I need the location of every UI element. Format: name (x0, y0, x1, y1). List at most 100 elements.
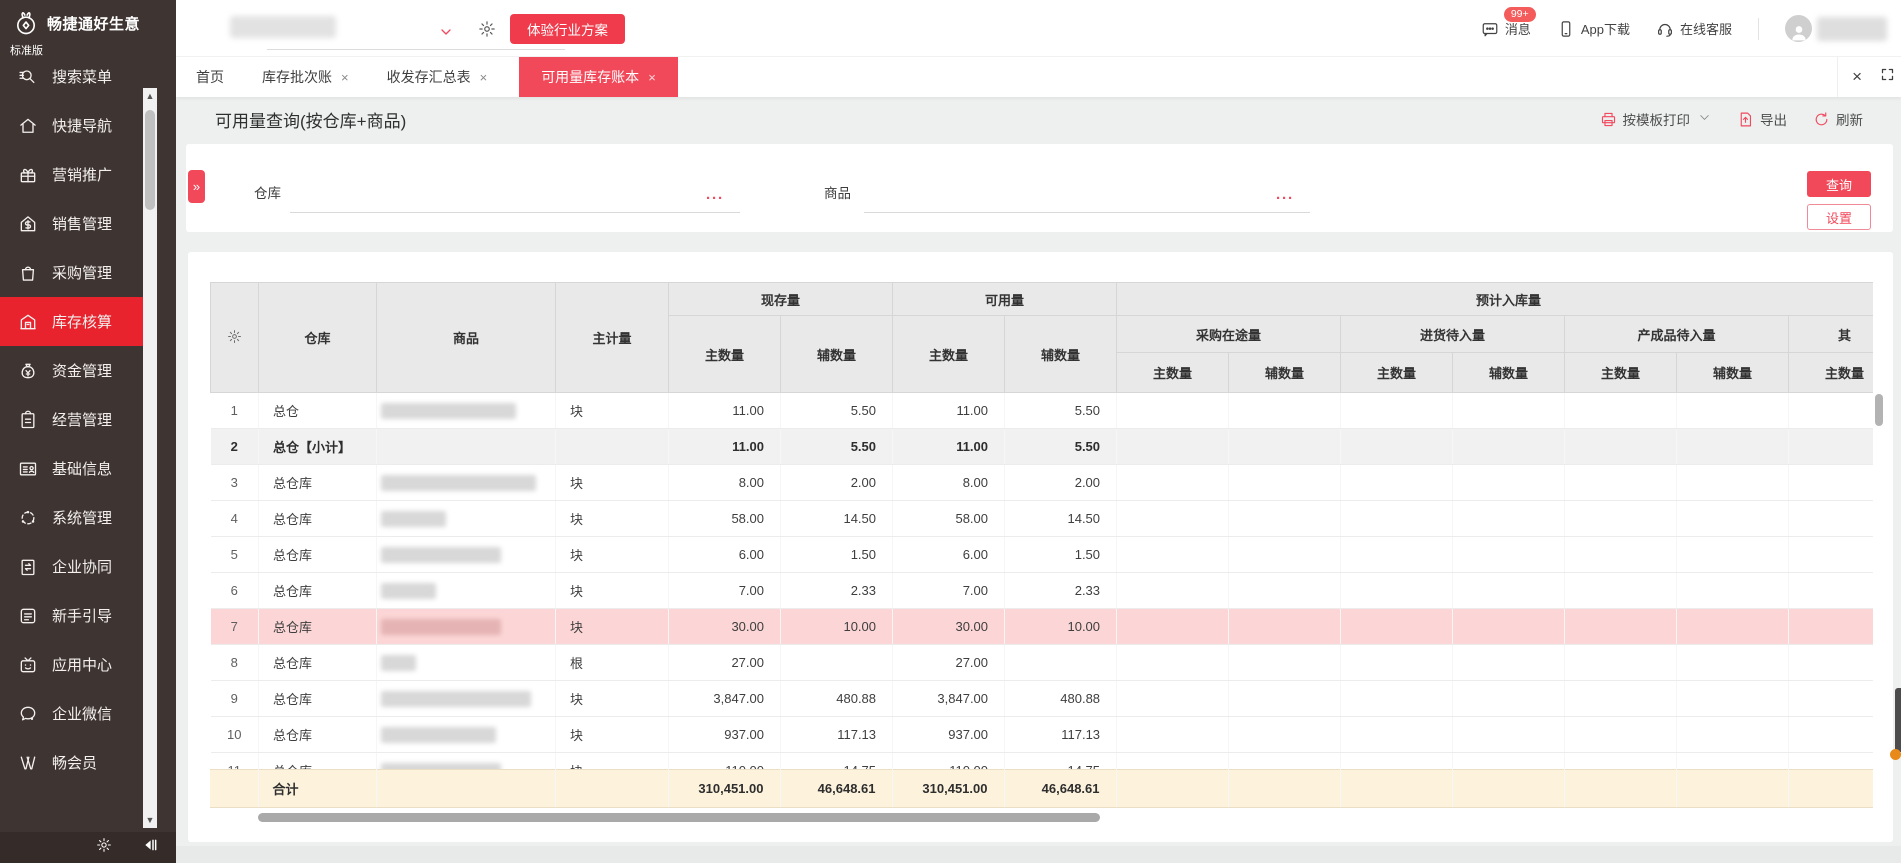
sidebar-item-wechat[interactable]: 企业微信 (0, 689, 145, 738)
cell-value (1116, 464, 1230, 501)
cell-value: 480.88 (780, 680, 894, 717)
col-header-leaf[interactable]: 主数量 (1788, 352, 1873, 393)
fullscreen-icon[interactable] (1880, 67, 1895, 87)
table-row[interactable]: 9 总仓库块 3,847.00 480.88 3,847.00 480.88 (210, 680, 1873, 717)
sidebar-item-label: 企业协同 (52, 559, 113, 576)
col-header-leaf[interactable]: 主数量 (892, 315, 1006, 393)
cell-value (1228, 644, 1342, 681)
total-value (1340, 769, 1453, 808)
sidebar-item-member[interactable]: 畅会员 (0, 738, 145, 787)
col-header-leaf[interactable]: 辅数量 (1228, 352, 1342, 393)
expand-filters-flag[interactable]: » (188, 170, 205, 203)
sidebar-item-search[interactable]: 搜索菜单 (0, 52, 145, 101)
refresh-button[interactable]: 刷新 (1813, 109, 1863, 129)
cell-value (1788, 572, 1873, 609)
total-row: 合计 310,451.00 46,648.61 310,451.00 46,648.61 (210, 769, 1873, 808)
sidebar-item-guide[interactable]: 新手引导 (0, 591, 145, 640)
table-row[interactable]: 3 总仓库块 8.00 2.00 8.00 2.00 (210, 464, 1873, 501)
sidebar-item-clipboard[interactable]: 经营管理 (0, 395, 145, 444)
scroll-up-icon[interactable]: ▲ (145, 91, 155, 101)
cell-value: 30.00 (668, 608, 781, 645)
close-tab-icon[interactable]: × (479, 69, 488, 85)
sidebar-item-gift[interactable]: 营销推广 (0, 150, 145, 199)
close-icon[interactable]: × (1852, 67, 1862, 86)
cell-value (1452, 500, 1566, 537)
col-subgroup-1: 进货待入量 (1340, 315, 1566, 353)
table-row[interactable]: 5 总仓库块 6.00 1.50 6.00 1.50 (210, 536, 1873, 573)
col-header-leaf[interactable]: 主数量 (668, 315, 781, 393)
total-value: 310,451.00 (892, 769, 1005, 808)
cell-value (1340, 644, 1454, 681)
scroll-down-icon[interactable]: ▼ (145, 815, 155, 825)
sidebar-scrollbar[interactable]: ▲ ▼ (143, 88, 157, 828)
gear-icon[interactable] (478, 20, 496, 43)
sidebar-item-sales[interactable]: 销售管理 (0, 199, 145, 248)
col-header-static-0[interactable]: 仓库 (258, 282, 377, 393)
warehouse-picker-ellipsis[interactable]: ··· (706, 190, 724, 207)
chevron-down-icon[interactable] (1696, 111, 1711, 127)
tab-3[interactable]: 收发存汇总表 × (381, 57, 494, 97)
print-by-template-button[interactable]: 按模板打印 (1600, 109, 1712, 129)
horizontal-scroll-thumb[interactable] (258, 813, 1100, 822)
sidebar-item-money[interactable]: 资金管理 (0, 346, 145, 395)
sidebar-item-home[interactable]: 快捷导航 (0, 101, 145, 150)
chevron-down-icon[interactable] (438, 24, 454, 45)
col-header-leaf[interactable]: 辅数量 (1004, 315, 1118, 393)
col-header-leaf[interactable]: 主数量 (1564, 352, 1678, 393)
settings-button[interactable]: 设置 (1807, 204, 1871, 230)
table-row[interactable]: 8 总仓库根 27.00 27.00 (210, 644, 1873, 681)
table-row[interactable]: 2 总仓【小计】 11.00 5.50 11.00 5.50 (210, 428, 1873, 465)
settings-gear-icon[interactable] (96, 837, 112, 858)
sidebar-item-bag[interactable]: 采购管理 (0, 248, 145, 297)
tab-4[interactable]: 可用量库存账本 × (519, 57, 678, 97)
col-header-leaf[interactable]: 主数量 (1116, 352, 1230, 393)
tab-2[interactable]: 库存批次账 × (256, 57, 355, 97)
table-row[interactable]: 10 总仓库块 937.00 117.13 937.00 117.13 (210, 716, 1873, 753)
table-row[interactable]: 7 总仓库块 30.00 10.00 30.00 10.00 (210, 608, 1873, 645)
feedback-handle[interactable] (1890, 688, 1901, 760)
user-account[interactable] (1785, 15, 1887, 42)
col-header-leaf[interactable]: 辅数量 (1676, 352, 1790, 393)
col-header-leaf[interactable]: 主数量 (1340, 352, 1454, 393)
cell-unit: 块 (555, 716, 669, 753)
col-group-1: 可用量 (892, 282, 1118, 316)
sidebar-item-appcenter[interactable]: 应用中心 (0, 640, 145, 689)
table-row[interactable]: 4 总仓库块 58.00 14.50 58.00 14.50 (210, 500, 1873, 537)
col-header-leaf[interactable]: 辅数量 (1452, 352, 1566, 393)
app-download-button[interactable]: App下载 (1557, 19, 1630, 38)
sidebar-item-idcard[interactable]: 基础信息 (0, 444, 145, 493)
column-settings-gear-icon[interactable] (210, 282, 259, 393)
cell-value: 27.00 (892, 644, 1006, 681)
cell-seq: 3 (210, 464, 259, 501)
sidebar-item-collab[interactable]: 企业协同 (0, 542, 145, 591)
total-value: 310,451.00 (668, 769, 781, 808)
cell-value: 7.00 (892, 572, 1006, 609)
col-header-static-1[interactable]: 商品 (376, 282, 556, 393)
col-header-leaf[interactable]: 辅数量 (779, 315, 894, 393)
org-name-redacted[interactable] (230, 16, 336, 38)
sidebar-item-warehouse[interactable]: 库存核算 (0, 297, 157, 346)
vertical-scroll-thumb[interactable] (1875, 394, 1883, 426)
close-tab-icon[interactable]: × (341, 69, 349, 85)
warehouse-filter-input[interactable] (290, 212, 740, 213)
sidebar-item-system[interactable]: 系统管理 (0, 493, 145, 542)
guide-icon (20, 608, 36, 623)
col-header-static-2[interactable]: 主计量 (555, 282, 669, 393)
table-row[interactable]: 1 总仓块 11.00 5.50 11.00 5.50 (210, 392, 1873, 429)
export-button[interactable]: 导出 (1737, 109, 1787, 129)
product-name-redacted (381, 582, 436, 599)
sidebar-scroll-thumb[interactable] (145, 110, 155, 210)
query-button[interactable]: 查询 (1807, 171, 1871, 197)
messages-button[interactable]: 消息 99+ (1481, 6, 1537, 38)
cell-value (1676, 500, 1790, 537)
product-picker-ellipsis[interactable]: ··· (1276, 190, 1294, 207)
close-tab-icon[interactable]: × (648, 69, 656, 85)
total-value (1228, 769, 1341, 808)
online-service-button[interactable]: 在线客服 (1656, 19, 1732, 38)
table-row[interactable]: 6 总仓库块 7.00 2.33 7.00 2.33 (210, 572, 1873, 609)
product-filter-input[interactable] (864, 212, 1310, 213)
tab-1[interactable]: 首页 (190, 57, 230, 97)
collapse-sidebar-icon[interactable] (142, 837, 158, 858)
experience-plan-button[interactable]: 体验行业方案 (510, 14, 625, 44)
